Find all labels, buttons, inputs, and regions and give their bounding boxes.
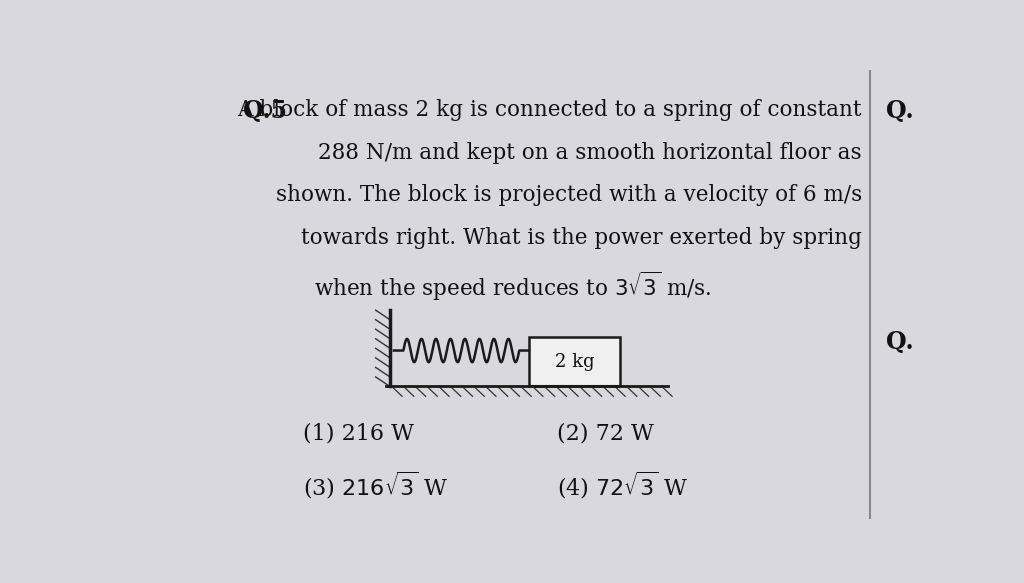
Text: 2 kg: 2 kg (555, 353, 594, 371)
Text: towards right. What is the power exerted by spring: towards right. What is the power exerted… (301, 227, 862, 249)
Text: 288 N/m and kept on a smooth horizontal floor as: 288 N/m and kept on a smooth horizontal … (318, 142, 862, 164)
Text: (4) $72\sqrt{3}$ W: (4) $72\sqrt{3}$ W (557, 469, 688, 501)
Text: Q.: Q. (886, 331, 913, 354)
Text: (3) $216\sqrt{3}$ W: (3) $216\sqrt{3}$ W (303, 469, 449, 501)
Text: (2) 72 W: (2) 72 W (557, 422, 653, 444)
Text: Q.5: Q.5 (243, 99, 287, 123)
Text: shown. The block is projected with a velocity of 6 m/s: shown. The block is projected with a vel… (275, 184, 862, 206)
Text: when the speed reduces to $3\sqrt{3}$ m/s.: when the speed reduces to $3\sqrt{3}$ m/… (314, 270, 712, 303)
Text: Q.: Q. (886, 99, 913, 123)
Bar (528, 337, 621, 387)
Text: (1) 216 W: (1) 216 W (303, 422, 414, 444)
Text: A block of mass 2 kg is connected to a spring of constant: A block of mass 2 kg is connected to a s… (238, 99, 862, 121)
